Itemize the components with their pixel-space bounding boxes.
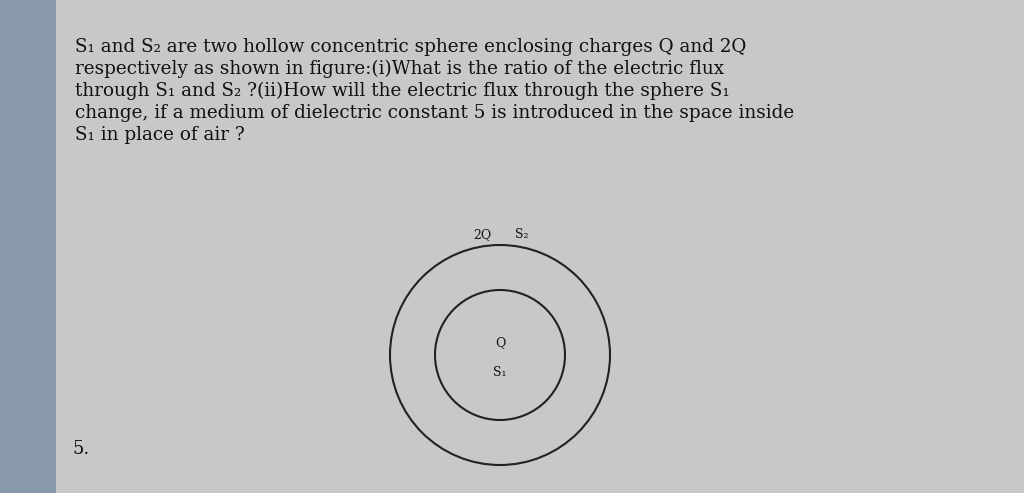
Bar (0, 0, 56, 493)
Text: 2Q: 2Q (473, 228, 492, 241)
Text: S₁: S₁ (494, 366, 507, 380)
Text: respectively as shown in figure:(i)What is the ratio of the electric flux: respectively as shown in figure:(i)What … (75, 60, 724, 78)
Text: change, if a medium of dielectric constant 5 is introduced in the space inside: change, if a medium of dielectric consta… (75, 104, 795, 122)
Text: S₂: S₂ (515, 228, 528, 241)
Text: 5.: 5. (73, 440, 90, 458)
Text: S₁ in place of air ?: S₁ in place of air ? (75, 126, 245, 144)
Text: through S₁ and S₂ ?(ii)How will the electric flux through the sphere S₁: through S₁ and S₂ ?(ii)How will the elec… (75, 82, 730, 100)
Text: S₁ and S₂ are two hollow concentric sphere enclosing charges Q and 2Q: S₁ and S₂ are two hollow concentric sphe… (75, 38, 746, 56)
Text: Q: Q (495, 337, 505, 350)
